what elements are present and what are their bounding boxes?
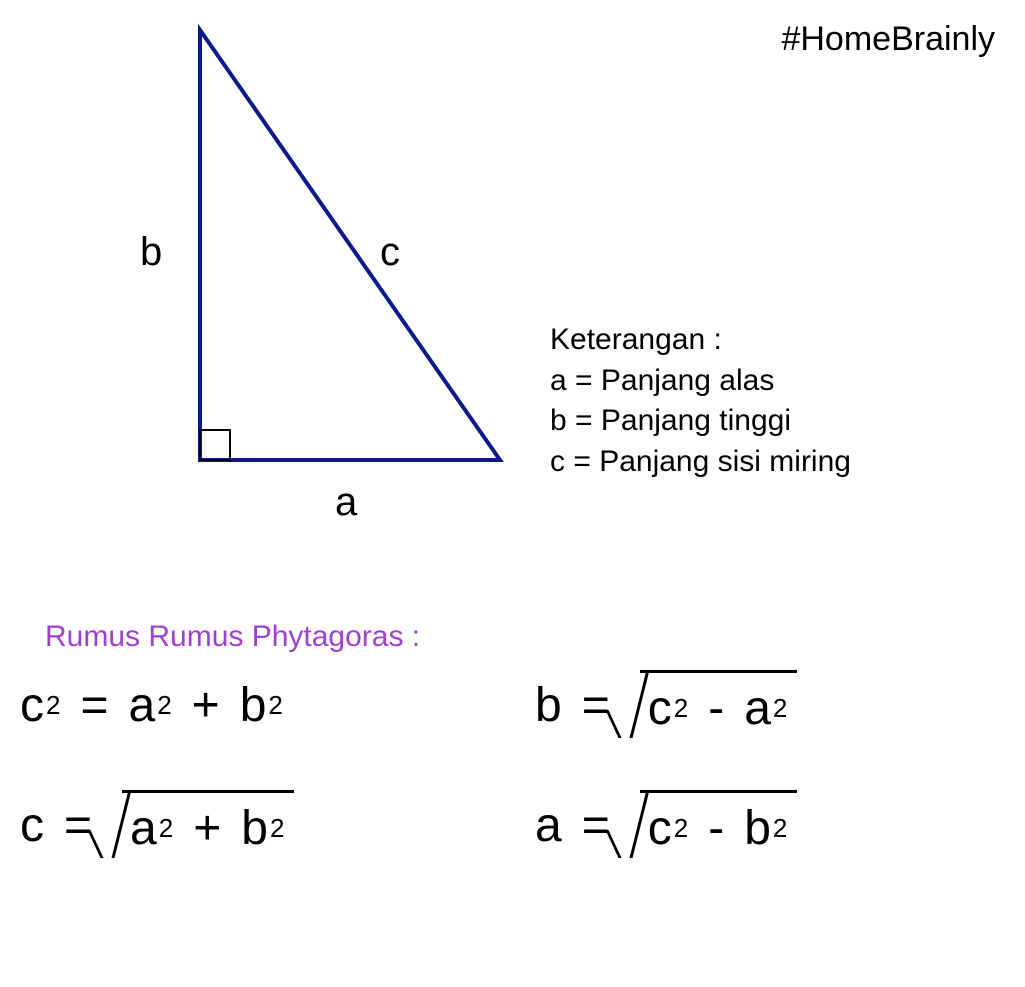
- sqrt-icon: [610, 670, 640, 740]
- f1-lhs-sup: 2: [46, 690, 60, 721]
- formula-grid: c2 = a2 + b2 b = c2 - a2 c = a2 + b2: [20, 670, 1020, 860]
- f1-a-sup: 2: [157, 690, 171, 721]
- f1-op: +: [192, 678, 220, 733]
- f3-b: b: [241, 801, 268, 856]
- f4-sqrt: c2 - b2: [610, 790, 798, 860]
- f4-a-sup: 2: [674, 813, 688, 844]
- f3-sqrt-body: a2 + b2: [122, 790, 294, 860]
- f2-a-sup: 2: [674, 693, 688, 724]
- f3-a-sup: 2: [159, 813, 173, 844]
- triangle-svg: [120, 20, 540, 560]
- f1-lhs: c: [20, 678, 44, 733]
- f2-lhs: b: [535, 678, 562, 733]
- formula-a: a = c2 - b2: [535, 790, 1020, 860]
- f2-sqrt-body: c2 - a2: [640, 670, 798, 740]
- keterangan-title: Keterangan :: [550, 320, 851, 361]
- f4-b: b: [744, 801, 771, 856]
- label-b: b: [140, 230, 162, 275]
- f1-a: a: [129, 678, 156, 733]
- formula-c: c = a2 + b2: [20, 790, 505, 860]
- f2-sqrt: c2 - a2: [610, 670, 798, 740]
- f2-op: -: [708, 681, 724, 736]
- f4-b-sup: 2: [773, 813, 787, 844]
- right-angle-marker: [200, 430, 230, 460]
- f3-sqrt: a2 + b2: [92, 790, 294, 860]
- triangle-diagram: b c a: [120, 20, 540, 560]
- sqrt-icon: [610, 790, 640, 860]
- f2-a: c: [648, 681, 672, 736]
- f3-op: +: [193, 801, 221, 856]
- f4-lhs: a: [535, 798, 562, 853]
- f4-sqrt-body: c2 - b2: [640, 790, 798, 860]
- f3-a: a: [130, 801, 157, 856]
- f3-lhs: c: [20, 798, 44, 853]
- keterangan-b: b = Panjang tinggi: [550, 401, 851, 442]
- formula-b: b = c2 - a2: [535, 670, 1020, 740]
- label-a: a: [335, 480, 357, 525]
- rumus-title: Rumus Rumus Phytagoras :: [45, 620, 420, 654]
- keterangan-c: c = Panjang sisi miring: [550, 442, 851, 483]
- f2-b-sup: 2: [773, 693, 787, 724]
- formula-c-squared: c2 = a2 + b2: [20, 670, 505, 740]
- label-c: c: [380, 230, 400, 275]
- f4-op: -: [708, 801, 724, 856]
- triangle-shape: [200, 30, 500, 460]
- f4-a: c: [648, 801, 672, 856]
- f1-b-sup: 2: [268, 690, 282, 721]
- keterangan-block: Keterangan : a = Panjang alas b = Panjan…: [550, 320, 851, 482]
- f1-b: b: [240, 678, 267, 733]
- keterangan-a: a = Panjang alas: [550, 361, 851, 402]
- f2-b: a: [744, 681, 771, 736]
- sqrt-icon: [92, 790, 122, 860]
- hashtag-label: #HomeBrainly: [781, 20, 995, 59]
- f3-b-sup: 2: [270, 813, 284, 844]
